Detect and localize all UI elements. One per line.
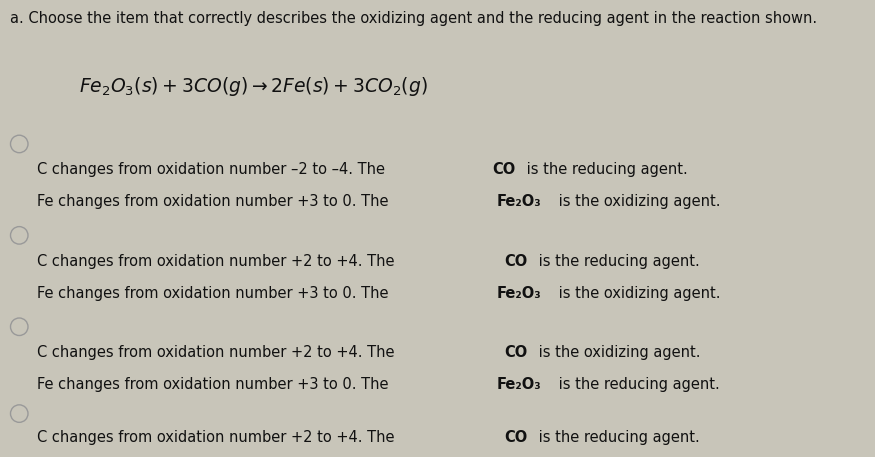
Text: a. Choose the item that correctly describes the oxidizing agent and the reducing: a. Choose the item that correctly descri… — [10, 11, 817, 27]
Text: C changes from oxidation number +2 to +4. The: C changes from oxidation number +2 to +4… — [37, 345, 399, 360]
Text: is the reducing agent.: is the reducing agent. — [554, 377, 719, 392]
Text: CO: CO — [492, 162, 515, 177]
Text: C changes from oxidation number +2 to +4. The: C changes from oxidation number +2 to +4… — [37, 254, 399, 269]
Text: Fe changes from oxidation number +3 to 0. The: Fe changes from oxidation number +3 to 0… — [37, 286, 393, 301]
Text: is the reducing agent.: is the reducing agent. — [522, 162, 688, 177]
Text: is the oxidizing agent.: is the oxidizing agent. — [554, 194, 720, 209]
Text: Fe₂O₃: Fe₂O₃ — [496, 377, 541, 392]
Text: is the reducing agent.: is the reducing agent. — [534, 254, 700, 269]
Text: is the reducing agent.: is the reducing agent. — [534, 430, 700, 446]
Text: CO: CO — [504, 254, 528, 269]
Text: is the oxidizing agent.: is the oxidizing agent. — [534, 345, 701, 360]
Text: Fe changes from oxidation number +3 to 0. The: Fe changes from oxidation number +3 to 0… — [37, 194, 393, 209]
Text: Fe₂O₃: Fe₂O₃ — [496, 286, 541, 301]
Text: is the oxidizing agent.: is the oxidizing agent. — [554, 286, 720, 301]
Text: $\mathit{Fe_2O_3(s) + 3CO(g) \rightarrow 2Fe(s) + 3CO_2(g)}$: $\mathit{Fe_2O_3(s) + 3CO(g) \rightarrow… — [79, 75, 428, 98]
Text: C changes from oxidation number –2 to –4. The: C changes from oxidation number –2 to –4… — [37, 162, 389, 177]
Text: CO: CO — [504, 345, 528, 360]
Text: Fe₂O₃: Fe₂O₃ — [496, 194, 541, 209]
Text: C changes from oxidation number +2 to +4. The: C changes from oxidation number +2 to +4… — [37, 430, 399, 446]
Text: Fe changes from oxidation number +3 to 0. The: Fe changes from oxidation number +3 to 0… — [37, 377, 393, 392]
Text: CO: CO — [504, 430, 528, 446]
